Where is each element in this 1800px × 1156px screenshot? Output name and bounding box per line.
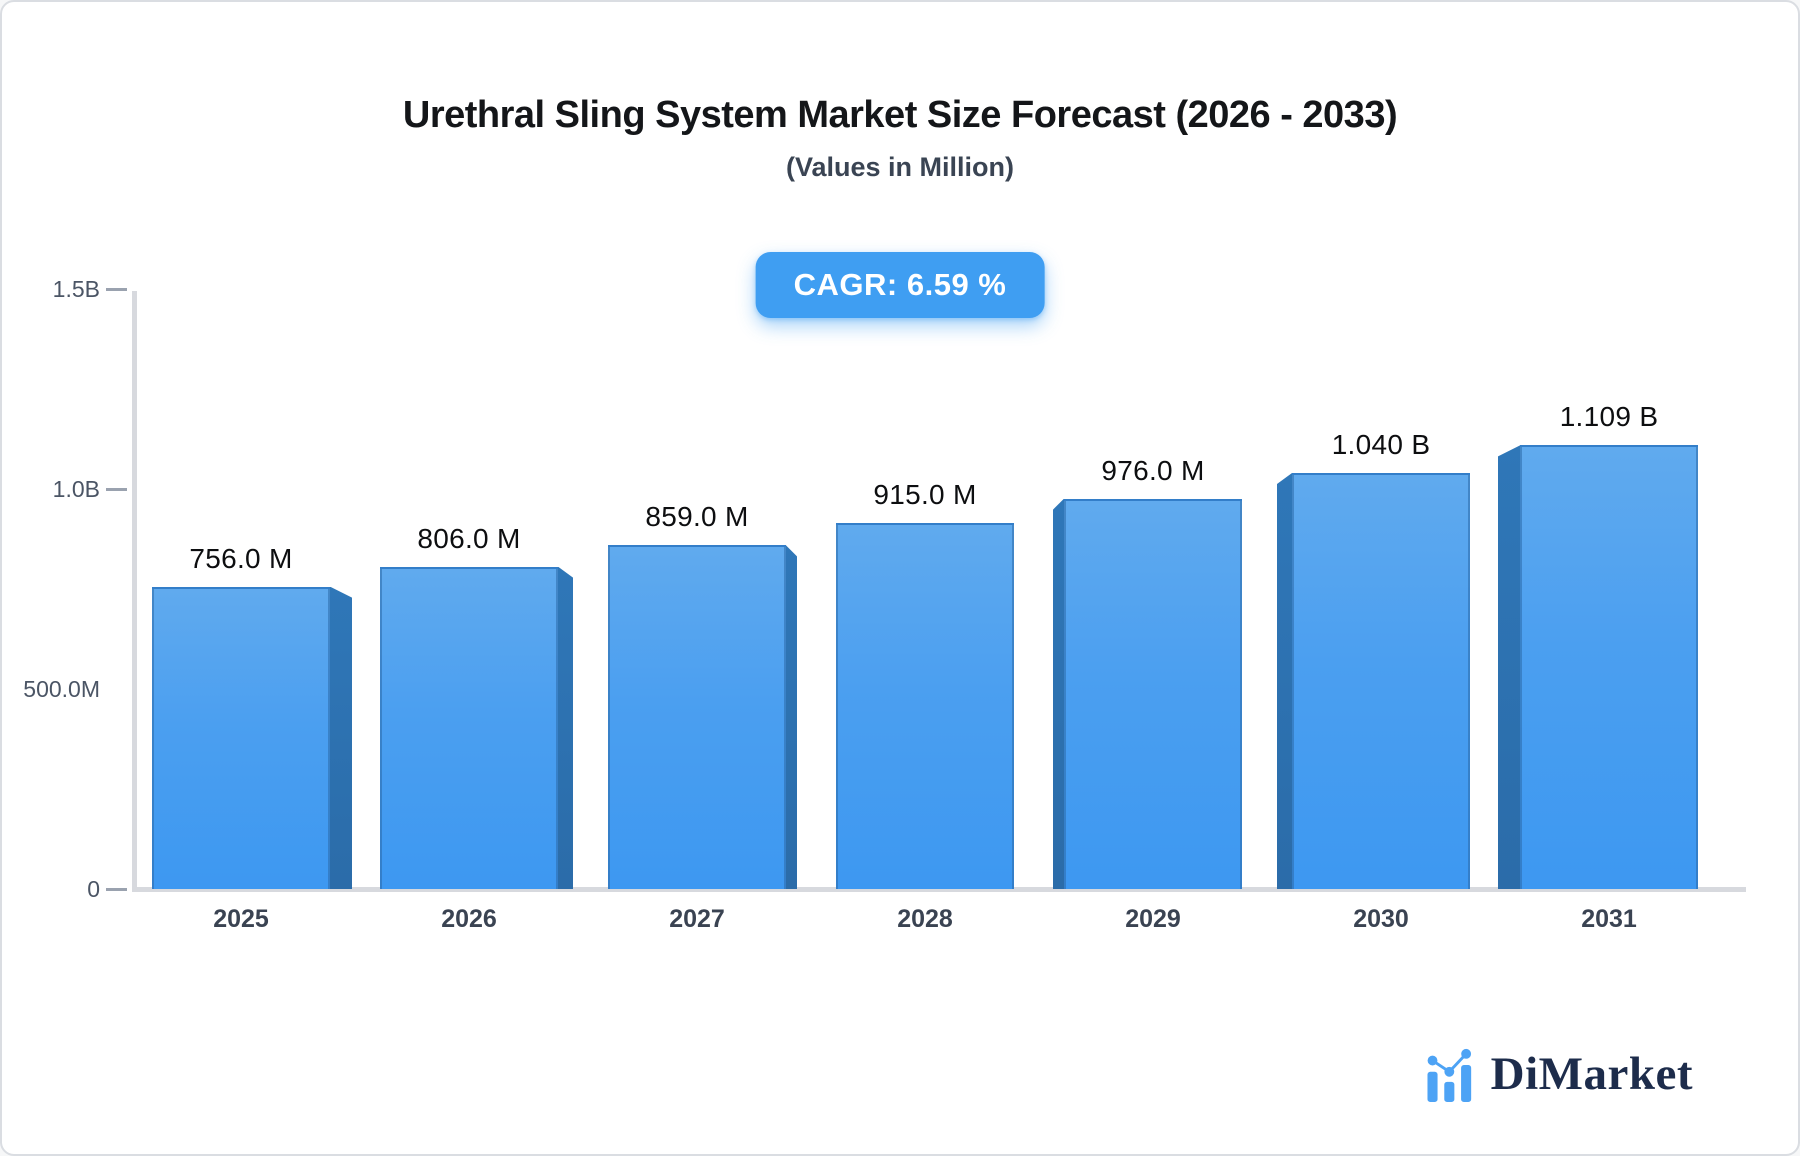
y-axis-label: 0: [87, 876, 100, 902]
x-axis-label-2025: 2025: [213, 905, 269, 933]
bar-value-label: 859.0 M: [645, 501, 749, 533]
x-axis-label-2026: 2026: [441, 905, 497, 933]
x-axis-label-2031: 2031: [1581, 905, 1637, 933]
bar-value-label: 756.0 M: [189, 542, 293, 574]
bar-2030[interactable]: [1292, 473, 1470, 889]
bar-value-label: 1.109 B: [1559, 401, 1659, 433]
bar-2026[interactable]: [380, 566, 558, 889]
y-axis-line: [132, 291, 137, 891]
x-axis-label-2030: 2030: [1353, 905, 1409, 933]
bar-value-label: 806.0 M: [417, 522, 521, 554]
y-axis-label: 1.0B: [52, 476, 100, 502]
bar-chart-logo-icon: [1425, 1046, 1477, 1102]
bar-2027[interactable]: [608, 545, 786, 889]
chart-title: Urethral Sling System Market Size Foreca…: [402, 94, 1398, 136]
bar-3d-side: [1277, 473, 1292, 889]
x-axis-line: [132, 887, 1746, 892]
x-axis-label-2028: 2028: [897, 905, 953, 933]
y-axis-tick: [106, 487, 127, 491]
bar-2025[interactable]: [152, 586, 330, 889]
x-axis-label-2029: 2029: [1125, 905, 1181, 933]
chart-subtitle: (Values in Million): [785, 152, 1015, 182]
bar-value-label: 976.0 M: [1101, 454, 1205, 486]
brand-name: DiMarket: [1490, 1048, 1693, 1100]
brand-logo: DiMarket: [1425, 1046, 1693, 1102]
bar-2028[interactable]: [836, 523, 1014, 889]
y-axis-tick: [106, 287, 127, 291]
bar-3d-side: [1498, 445, 1520, 889]
cagr-badge: CAGR: 6.59 %: [755, 252, 1045, 318]
bar-3d-side: [330, 586, 352, 889]
bar-2029[interactable]: [1064, 498, 1242, 889]
bar-3d-side: [786, 545, 797, 889]
bar-value-label: 915.0 M: [873, 479, 977, 510]
bar-2031[interactable]: [1520, 445, 1698, 889]
y-axis-label: 1.5B: [52, 276, 100, 302]
y-axis-tick: [106, 887, 127, 891]
y-axis-label: 500.0M: [23, 676, 100, 702]
bar-value-label: 1.040 B: [1331, 429, 1431, 460]
x-axis-label-2027: 2027: [669, 905, 725, 933]
bar-3d-side: [1053, 498, 1064, 889]
bar-3d-side: [558, 566, 573, 889]
